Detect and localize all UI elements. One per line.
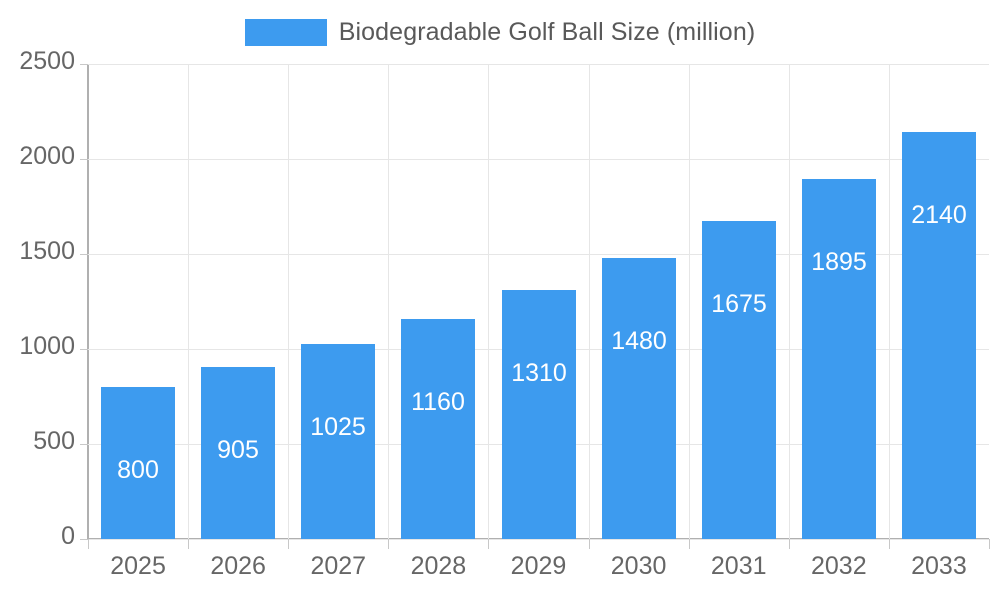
bar[interactable] — [502, 290, 576, 539]
y-tick-mark — [80, 539, 88, 540]
gridline-horizontal — [88, 254, 989, 255]
bar[interactable] — [101, 387, 175, 539]
bar-value-label: 1310 — [511, 359, 567, 388]
x-tick-mark — [88, 539, 89, 549]
bar-value-label: 1160 — [411, 387, 465, 416]
legend-color-swatch-icon — [244, 18, 327, 46]
bar[interactable] — [602, 257, 676, 539]
y-axis-tick-label: 1000 — [19, 332, 75, 360]
x-axis-tick-label: 2030 — [610, 552, 667, 580]
gridline-vertical — [689, 64, 690, 539]
bar-value-label: 1480 — [611, 326, 667, 355]
y-axis-line — [87, 64, 89, 540]
x-tick-mark — [689, 539, 690, 549]
gridline-vertical — [889, 64, 890, 539]
gridline-vertical — [288, 64, 289, 539]
x-tick-mark — [889, 539, 890, 549]
plot-area: 800 905 1025 1160 1310 1480 1675 1895 2140 — [80, 64, 990, 549]
y-axis-tick-label: 2000 — [19, 142, 75, 170]
gridline-horizontal — [88, 64, 989, 65]
x-axis-tick-label: 2028 — [410, 552, 467, 580]
gridline-vertical — [488, 64, 489, 539]
bar[interactable] — [401, 318, 475, 539]
y-axis-tick-label: 1500 — [19, 237, 75, 265]
bar[interactable] — [301, 344, 375, 539]
bar-value-label: 905 — [217, 436, 259, 465]
bar-value-label: 1675 — [711, 289, 767, 318]
x-tick-mark — [589, 539, 590, 549]
x-tick-mark — [789, 539, 790, 549]
y-tick-mark — [80, 159, 88, 160]
y-tick-mark — [80, 254, 88, 255]
bar[interactable] — [902, 132, 976, 539]
x-axis-tick-label: 2025 — [110, 552, 166, 580]
gridline-vertical — [789, 64, 790, 539]
x-tick-mark — [288, 539, 289, 549]
gridline-vertical — [188, 64, 189, 539]
legend-label: Biodegradable Golf Ball Size (million) — [338, 17, 756, 46]
gridline-vertical — [589, 64, 590, 539]
x-axis-tick-label: 2026 — [210, 552, 266, 580]
gridline-horizontal — [88, 539, 989, 540]
chart-legend: Biodegradable Golf Ball Size (million) — [0, 0, 1000, 64]
y-tick-mark — [80, 349, 88, 350]
x-tick-mark — [188, 539, 189, 549]
y-tick-mark — [80, 64, 88, 65]
bar-value-label: 1895 — [811, 247, 867, 276]
bar-value-label: 2140 — [911, 201, 967, 230]
legend-item-biodegradable-golf-ball-size[interactable]: Biodegradable Golf Ball Size (million) — [244, 17, 756, 47]
x-axis-tick-label: 2032 — [811, 552, 867, 580]
bar-value-label: 1025 — [310, 413, 366, 442]
gridline-horizontal — [88, 159, 989, 160]
bar[interactable] — [201, 367, 275, 539]
x-axis-tick-label: 2033 — [911, 552, 967, 580]
y-tick-mark — [80, 444, 88, 445]
bar-value-label: 800 — [117, 456, 159, 484]
y-axis-tick-label: 0 — [61, 522, 75, 550]
x-tick-mark — [488, 539, 489, 549]
x-tick-mark — [989, 539, 990, 549]
y-axis-tick-label: 500 — [33, 427, 75, 455]
x-axis-tick-label: 2027 — [310, 552, 367, 580]
gridline-vertical — [388, 64, 389, 539]
x-axis-tick-label: 2029 — [510, 552, 567, 580]
x-tick-mark — [388, 539, 389, 549]
y-axis-tick-label: 2500 — [19, 47, 75, 75]
x-axis-tick-label: 2031 — [710, 552, 767, 580]
bar[interactable] — [802, 178, 876, 539]
bar[interactable] — [702, 220, 776, 539]
